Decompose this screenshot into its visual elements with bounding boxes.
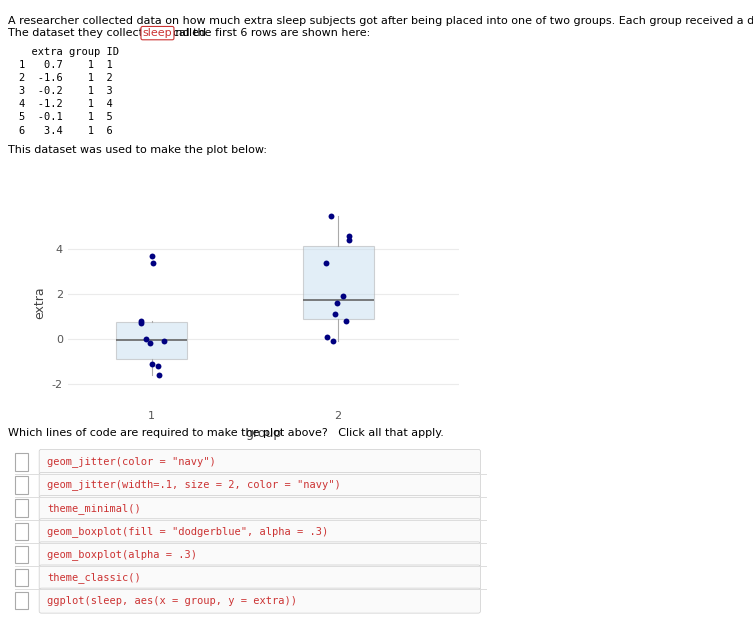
Point bbox=[327, 336, 339, 346]
Point bbox=[340, 316, 352, 326]
Point bbox=[135, 316, 147, 326]
Point bbox=[145, 359, 157, 369]
Text: 1   0.7    1  1: 1 0.7 1 1 bbox=[19, 60, 113, 70]
FancyBboxPatch shape bbox=[39, 472, 480, 498]
Text: extra group ID: extra group ID bbox=[19, 47, 119, 57]
FancyBboxPatch shape bbox=[39, 542, 480, 567]
Point bbox=[337, 291, 349, 301]
FancyBboxPatch shape bbox=[39, 588, 480, 613]
Point bbox=[320, 258, 332, 268]
Y-axis label: extra: extra bbox=[33, 287, 46, 319]
Point bbox=[343, 231, 355, 241]
Text: and the first 6 rows are shown here:: and the first 6 rows are shown here: bbox=[165, 28, 370, 38]
FancyBboxPatch shape bbox=[39, 519, 480, 544]
Point bbox=[139, 334, 151, 344]
Text: The dataset they collected is called: The dataset they collected is called bbox=[8, 28, 209, 38]
Point bbox=[145, 251, 157, 261]
Text: geom_jitter(color = "navy"): geom_jitter(color = "navy") bbox=[47, 456, 216, 468]
FancyBboxPatch shape bbox=[39, 449, 480, 474]
Text: 3  -0.2    1  3: 3 -0.2 1 3 bbox=[19, 86, 113, 96]
FancyBboxPatch shape bbox=[15, 453, 28, 471]
Point bbox=[331, 298, 343, 308]
Text: This dataset was used to make the plot below:: This dataset was used to make the plot b… bbox=[8, 145, 267, 155]
FancyBboxPatch shape bbox=[15, 522, 28, 540]
Point bbox=[325, 211, 337, 221]
X-axis label: group: group bbox=[245, 427, 282, 439]
FancyBboxPatch shape bbox=[15, 476, 28, 494]
PathPatch shape bbox=[116, 322, 187, 359]
FancyBboxPatch shape bbox=[15, 499, 28, 517]
Point bbox=[147, 258, 159, 268]
Text: geom_boxplot(alpha = .3): geom_boxplot(alpha = .3) bbox=[47, 549, 197, 560]
Text: 6   3.4    1  6: 6 3.4 1 6 bbox=[19, 126, 113, 136]
Text: ggplot(sleep, aes(x = group, y = extra)): ggplot(sleep, aes(x = group, y = extra)) bbox=[47, 596, 297, 606]
Point bbox=[135, 318, 147, 328]
FancyBboxPatch shape bbox=[39, 565, 480, 590]
Text: geom_jitter(width=.1, size = 2, color = "navy"): geom_jitter(width=.1, size = 2, color = … bbox=[47, 479, 341, 491]
Point bbox=[151, 361, 163, 371]
Text: A researcher collected data on how much extra sleep subjects got after being pla: A researcher collected data on how much … bbox=[8, 16, 753, 26]
Text: 4  -1.2    1  4: 4 -1.2 1 4 bbox=[19, 99, 113, 109]
FancyBboxPatch shape bbox=[15, 592, 28, 609]
Point bbox=[158, 336, 170, 346]
Point bbox=[329, 309, 341, 319]
FancyBboxPatch shape bbox=[15, 546, 28, 563]
Text: 2  -1.6    1  2: 2 -1.6 1 2 bbox=[19, 73, 113, 83]
FancyBboxPatch shape bbox=[39, 496, 480, 521]
Point bbox=[144, 339, 156, 349]
Text: Which lines of code are required to make the plot above?   Click all that apply.: Which lines of code are required to make… bbox=[8, 428, 444, 438]
Text: geom_boxplot(fill = "dodgerblue", alpha = .3): geom_boxplot(fill = "dodgerblue", alpha … bbox=[47, 526, 329, 537]
Point bbox=[321, 332, 333, 342]
Text: sleep: sleep bbox=[142, 28, 172, 38]
Text: theme_minimal(): theme_minimal() bbox=[47, 503, 142, 514]
Text: theme_classic(): theme_classic() bbox=[47, 572, 142, 583]
Point bbox=[343, 236, 355, 246]
Text: 5  -0.1    1  5: 5 -0.1 1 5 bbox=[19, 112, 113, 123]
FancyBboxPatch shape bbox=[15, 569, 28, 586]
Point bbox=[153, 370, 165, 380]
PathPatch shape bbox=[303, 246, 373, 319]
